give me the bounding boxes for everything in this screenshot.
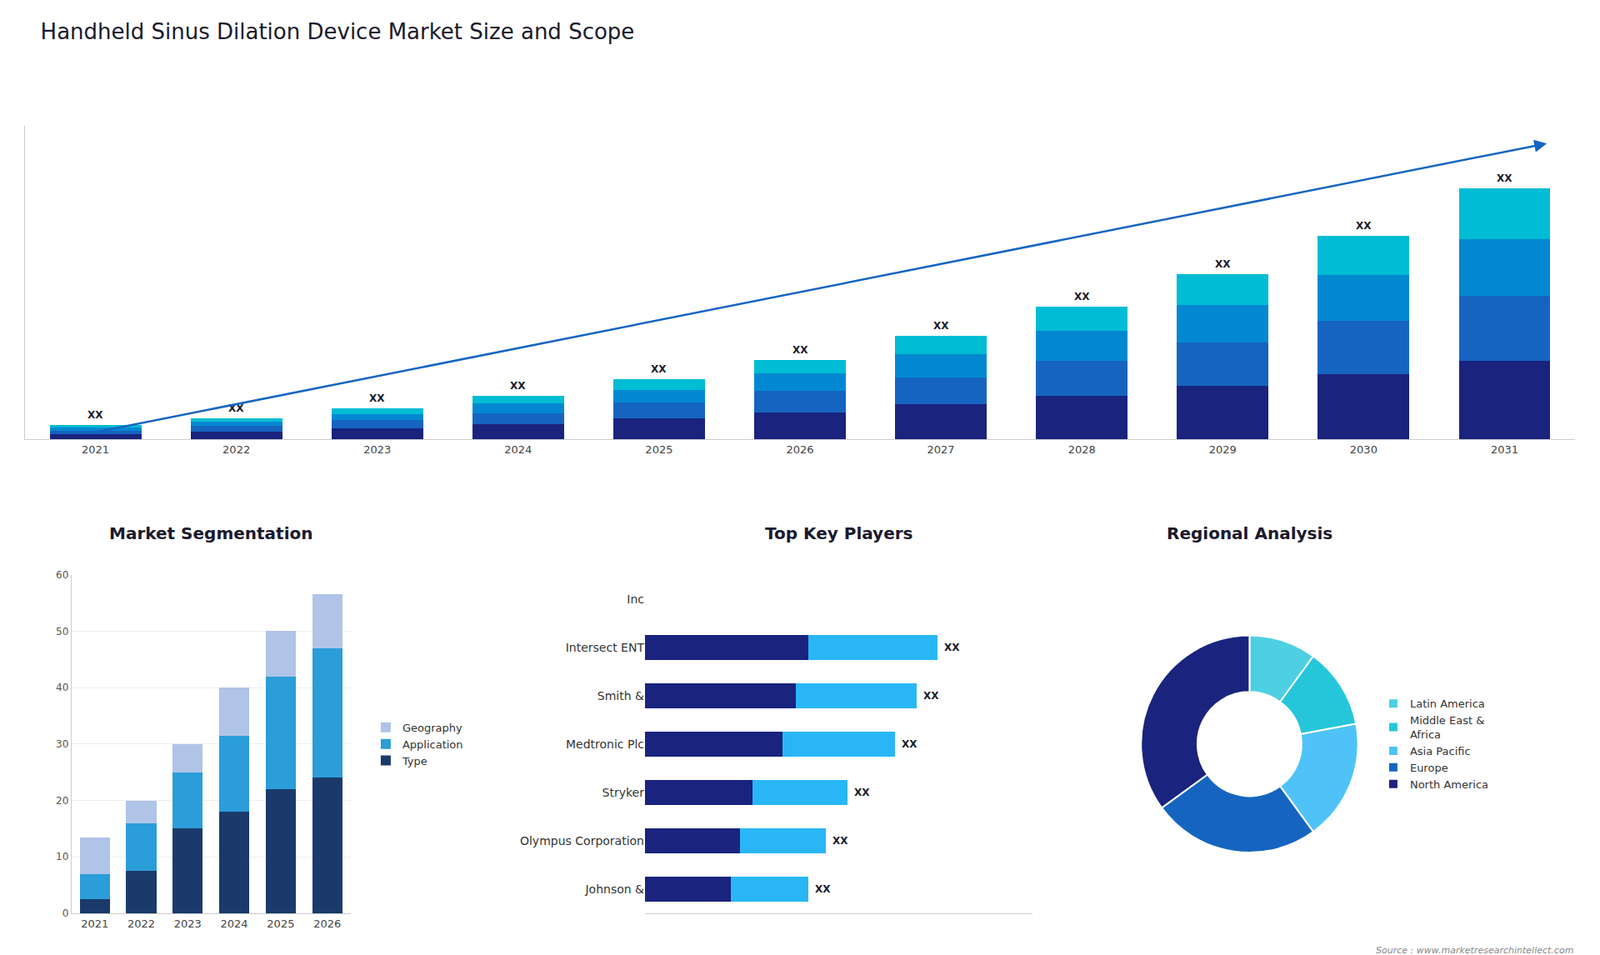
svg-text:2030: 2030 [1350,443,1378,456]
svg-text:XX: XX [87,409,104,421]
svg-text:XX: XX [650,363,667,375]
svg-text:Europe: Europe [1410,761,1449,775]
svg-text:Market Segmentation: Market Segmentation [109,523,314,544]
svg-text:XX: XX [1074,290,1090,303]
svg-text:XX: XX [369,392,385,405]
svg-text:60: 60 [55,569,69,581]
svg-text:Intersect ENT: Intersect ENT [565,640,645,655]
svg-text:2026: 2026 [785,443,814,456]
svg-text:2021: 2021 [81,443,110,456]
svg-text:XX: XX [1215,258,1231,270]
svg-text:Geography: Geography [402,721,463,735]
svg-text:Type: Type [401,755,428,768]
svg-text:XX: XX [832,835,849,847]
svg-text:XX: XX [923,690,940,702]
svg-text:XX: XX [933,320,950,332]
svg-text:XX: XX [815,883,831,895]
svg-text:Stryker: Stryker [602,785,645,800]
svg-text:2025: 2025 [266,917,295,930]
svg-text:0: 0 [62,907,70,920]
svg-text:2022: 2022 [222,443,250,456]
svg-text:Johnson &: Johnson & [584,882,645,896]
svg-text:Medtronic Plc: Medtronic Plc [565,737,645,751]
svg-text:North America: North America [1410,778,1489,791]
svg-text:XX: XX [1496,172,1513,185]
svg-text:Middle East &Africa: Middle East &Africa [1410,714,1485,741]
svg-text:XX: XX [944,641,960,654]
svg-text:Source : www.marketresearchint: Source : www.marketresearchintellect.com [1375,945,1574,955]
svg-text:Top Key Players: Top Key Players [765,523,913,544]
svg-text:2022: 2022 [127,917,155,930]
svg-text:2025: 2025 [645,443,673,456]
svg-text:XX: XX [792,344,809,356]
svg-text:Smith &: Smith & [597,689,645,703]
svg-text:10: 10 [55,850,69,863]
svg-text:Regional Analysis: Regional Analysis [1166,523,1333,544]
svg-text:XX: XX [510,380,526,392]
svg-text:Inc: Inc [626,592,645,606]
svg-text:2027: 2027 [927,443,955,456]
svg-text:Asia Pacific: Asia Pacific [1410,745,1471,758]
svg-text:2023: 2023 [363,443,391,456]
svg-text:2028: 2028 [1068,443,1096,456]
svg-text:2029: 2029 [1209,443,1237,456]
svg-text:XX: XX [1355,220,1372,232]
svg-text:Olympus Corporation: Olympus Corporation [520,834,645,848]
svg-text:20: 20 [55,795,69,807]
svg-text:30: 30 [55,738,69,750]
svg-text:2026: 2026 [313,917,341,930]
svg-text:Application: Application [402,738,464,751]
svg-text:Latin America: Latin America [1410,697,1485,710]
svg-text:2024: 2024 [220,917,249,930]
svg-text:2023: 2023 [174,917,202,930]
svg-text:Handheld Sinus Dilation Device: Handheld Sinus Dilation Device Market Si… [40,19,635,45]
svg-text:XX: XX [854,786,870,799]
svg-text:2021: 2021 [80,917,109,930]
svg-text:XX: XX [901,738,918,750]
svg-text:XX: XX [228,402,245,415]
svg-text:2031: 2031 [1490,443,1519,456]
svg-text:40: 40 [55,681,69,694]
svg-text:2024: 2024 [504,443,532,456]
svg-text:50: 50 [55,625,69,638]
